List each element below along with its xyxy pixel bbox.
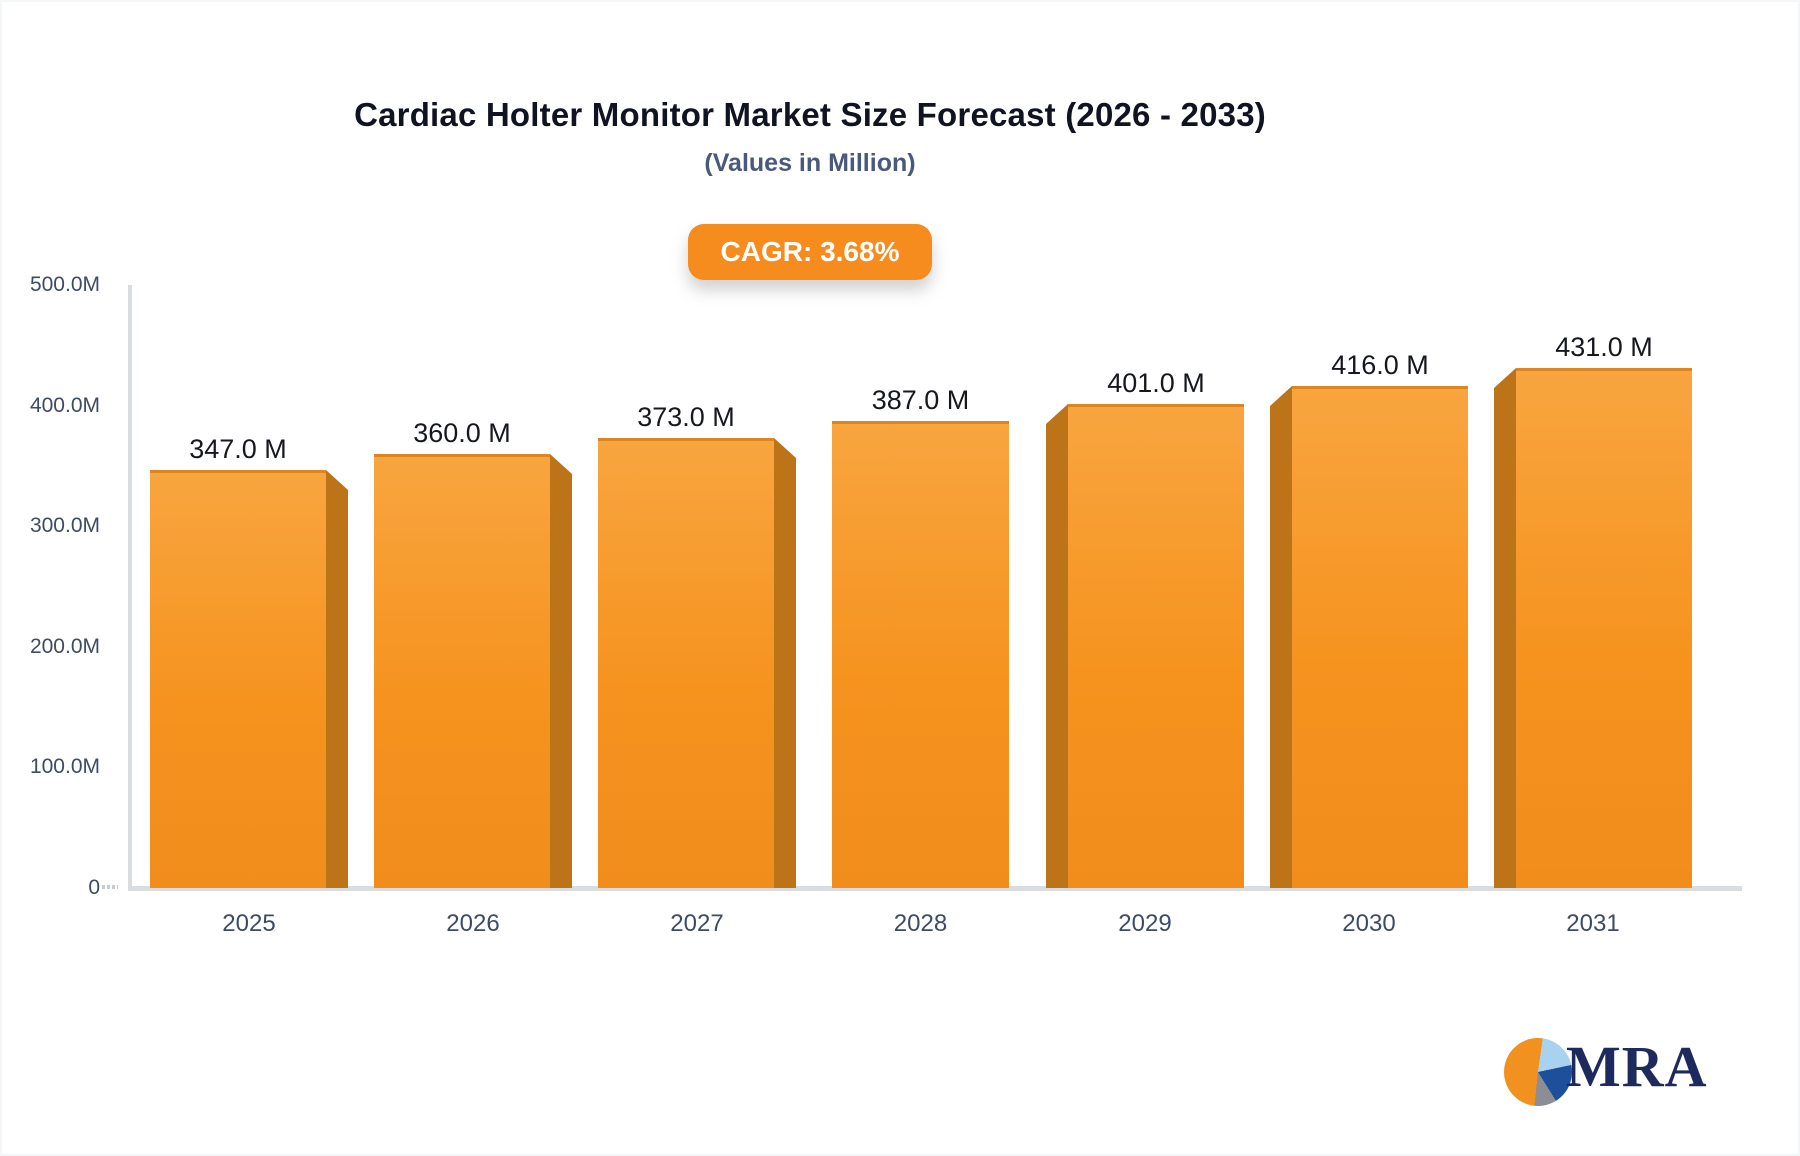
y-axis-tick-label: 300.0M xyxy=(29,514,100,538)
y-axis-tick-label: 0 xyxy=(88,876,100,899)
x-axis-year-label: 2030 xyxy=(1342,910,1396,937)
bar-2028: 387.0 M xyxy=(832,385,1009,888)
bar-side-3d xyxy=(1046,404,1068,888)
bar-2026: 360.0 M xyxy=(374,418,572,888)
bar-value-label: 387.0 M xyxy=(871,385,970,415)
bar-face xyxy=(150,470,326,888)
bar-value-label: 373.0 M xyxy=(637,402,735,432)
x-axis-year-label: 2025 xyxy=(222,910,276,937)
bar-2027: 373.0 M xyxy=(598,402,796,888)
y-axis-tick-label: 200.0M xyxy=(29,634,100,658)
bar-face xyxy=(832,421,1009,888)
mra-logo: MRA xyxy=(1504,1034,1708,1106)
y-axis-tick-label: 100.0M xyxy=(29,755,100,779)
bar-face xyxy=(1068,404,1244,888)
x-axis-year-label: 2026 xyxy=(446,910,500,937)
y-axis-tick-label: 400.0M xyxy=(29,393,100,417)
chart-title: Cardiac Holter Monitor Market Size Forec… xyxy=(354,96,1266,133)
x-axis-year-label: 2031 xyxy=(1566,910,1620,937)
pie-chart-logo-icon xyxy=(1504,1038,1572,1106)
chart-header: Cardiac Holter Monitor Market Size Forec… xyxy=(0,94,1620,280)
y-axis-tick-label: 500.0M xyxy=(29,273,100,297)
bar-side-3d xyxy=(1270,386,1292,888)
bar-2025: 347.0 M xyxy=(150,434,348,888)
bar-value-label: 347.0 M xyxy=(189,434,287,464)
bar-side-3d xyxy=(1494,368,1516,888)
bar-side-3d xyxy=(550,454,572,888)
bar-side-3d xyxy=(774,438,796,888)
bar-side-3d xyxy=(326,470,348,888)
bar-value-label: 416.0 M xyxy=(1331,350,1429,380)
bar-face xyxy=(374,454,550,888)
bar-face xyxy=(598,438,774,888)
bar-2029: 401.0 M xyxy=(1046,368,1244,888)
x-axis-year-label: 2027 xyxy=(670,910,724,937)
bar-face xyxy=(1292,386,1468,888)
bar-value-label: 401.0 M xyxy=(1107,368,1205,398)
zero-tick-mark xyxy=(102,885,118,889)
logo-brand-text: MRA xyxy=(1566,1033,1708,1099)
chart-subtitle: (Values in Million) xyxy=(704,149,916,177)
y-axis-line xyxy=(128,285,132,888)
bar-value-label: 431.0 M xyxy=(1555,332,1653,362)
x-axis-year-label: 2028 xyxy=(893,910,948,937)
bar-value-label: 360.0 M xyxy=(413,418,511,448)
x-axis-year-label: 2029 xyxy=(1118,910,1172,937)
bar-2031: 431.0 M xyxy=(1494,332,1692,888)
x-axis-baseline xyxy=(128,886,1742,891)
bar-face xyxy=(1516,368,1692,888)
bar-2030: 416.0 M xyxy=(1270,350,1468,888)
cagr-badge: CAGR: 3.68% xyxy=(687,224,933,280)
